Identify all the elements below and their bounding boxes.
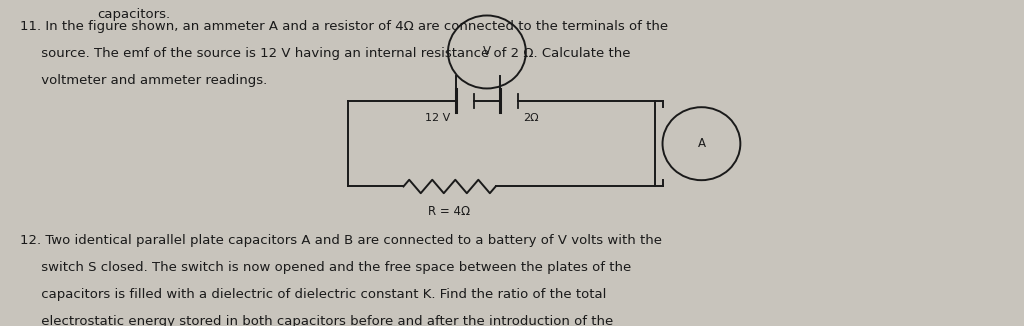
Text: 12 V: 12 V — [425, 113, 451, 123]
Text: source. The emf of the source is 12 V having an internal resistance of 2 Ω. Calc: source. The emf of the source is 12 V ha… — [20, 47, 631, 60]
Text: capacitors.: capacitors. — [97, 7, 170, 21]
Text: switch S closed. The switch is now opened and the free space between the plates : switch S closed. The switch is now opene… — [20, 261, 632, 274]
Text: capacitors is filled with a dielectric of dielectric constant K. Find the ratio : capacitors is filled with a dielectric o… — [20, 288, 607, 301]
Text: voltmeter and ammeter readings.: voltmeter and ammeter readings. — [20, 74, 267, 87]
Text: 12. Two identical parallel plate capacitors A and B are connected to a battery o: 12. Two identical parallel plate capacit… — [20, 234, 663, 247]
Text: R = 4Ω: R = 4Ω — [428, 205, 471, 218]
Text: V: V — [483, 45, 490, 58]
Text: A: A — [697, 137, 706, 150]
Text: 11. In the figure shown, an ammeter A and a resistor of 4Ω are connected to the : 11. In the figure shown, an ammeter A an… — [20, 20, 669, 33]
Text: 2Ω: 2Ω — [523, 113, 539, 123]
Text: electrostatic energy stored in both capacitors before and after the introduction: electrostatic energy stored in both capa… — [20, 315, 613, 326]
